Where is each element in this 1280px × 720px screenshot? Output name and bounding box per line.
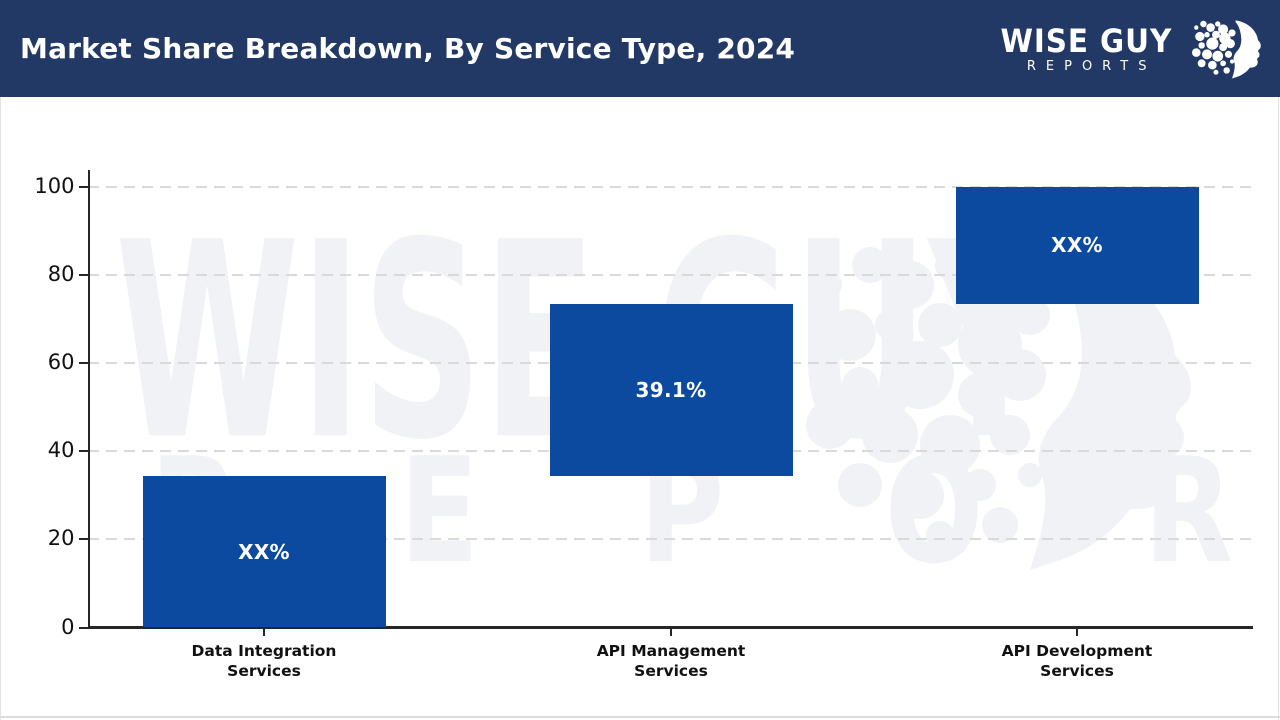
y-tick-80 (79, 273, 88, 276)
y-tick-label-40: 40 (47, 438, 75, 463)
y-tick-100 (79, 185, 88, 188)
y-tick-label-100: 100 (34, 173, 75, 198)
x-category-label-line: Services (634, 662, 708, 680)
y-tick-20 (79, 538, 88, 541)
x-category-label-line: Services (1040, 662, 1114, 680)
bar-value-label: 39.1% (635, 378, 707, 402)
y-tick-60 (79, 361, 88, 364)
y-tick-label-60: 60 (47, 349, 75, 374)
y-tick-label-0: 0 (61, 614, 75, 639)
x-tick-3 (1076, 629, 1078, 636)
x-category-label: Data Integration Services (134, 641, 394, 681)
logo-name: WISE GUY (1000, 21, 1173, 60)
logo-text: WISE GUY REPORTS (993, 24, 1180, 74)
x-tick-2 (670, 629, 672, 636)
y-tick-label-80: 80 (47, 261, 75, 286)
y-tick-0 (79, 626, 88, 629)
x-category-label-line: API Development (1001, 642, 1153, 660)
y-tick-40 (79, 450, 88, 453)
y-axis-line (87, 170, 90, 629)
header-bar: Market Share Breakdown, By Service Type,… (0, 0, 1280, 97)
x-category-label: API Management Services (541, 641, 801, 681)
page-border-left (0, 97, 1, 720)
y-tick-label-20: 20 (47, 526, 75, 551)
x-category-label-line: Data Integration (191, 642, 337, 660)
page-border-bottom (0, 716, 1280, 718)
bar-value-label: XX% (1051, 233, 1103, 258)
bar-3: XX% (955, 186, 1199, 304)
page-border-right (1278, 97, 1279, 720)
x-category-label: API Development Services (947, 641, 1207, 681)
bar-1: XX% (142, 476, 386, 628)
logo-subtitle: REPORTS (1026, 58, 1157, 74)
watermark-face-icon (806, 245, 1192, 570)
bar-value-label: XX% (238, 539, 290, 564)
gridline-100 (87, 185, 1253, 188)
bar-2: 39.1% (549, 303, 793, 477)
wise-guy-reports-logo: WISE GUY REPORTS (993, 10, 1266, 88)
x-category-label-line: API Management (596, 642, 746, 660)
x-axis-line (87, 626, 1253, 629)
logo-face-icon (1192, 19, 1261, 78)
gridline-20 (87, 538, 1253, 541)
gridline-80 (87, 273, 1253, 276)
page-title: Market Share Breakdown, By Service Type,… (20, 32, 796, 65)
x-category-label-line: Services (227, 662, 301, 680)
x-tick-1 (263, 629, 265, 636)
